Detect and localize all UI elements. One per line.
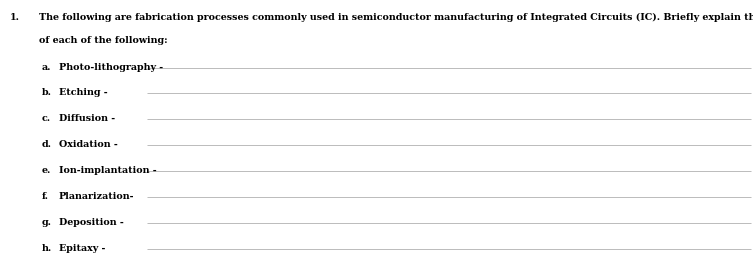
Text: e.: e. (41, 166, 50, 175)
Text: d.: d. (41, 140, 51, 149)
Text: of each of the following:: of each of the following: (39, 36, 168, 45)
Text: Planarization-: Planarization- (59, 192, 134, 201)
Text: Oxidation -: Oxidation - (59, 140, 117, 149)
Text: Deposition -: Deposition - (59, 218, 123, 227)
Text: Etching -: Etching - (59, 88, 108, 97)
Text: f.: f. (41, 192, 48, 201)
Text: Epitaxy -: Epitaxy - (59, 244, 105, 252)
Text: Diffusion -: Diffusion - (59, 114, 115, 123)
Text: Ion-implantation -: Ion-implantation - (59, 166, 157, 175)
Text: c.: c. (41, 114, 50, 123)
Text: 1.: 1. (10, 13, 20, 21)
Text: h.: h. (41, 244, 52, 252)
Text: b.: b. (41, 88, 51, 97)
Text: a.: a. (41, 63, 51, 71)
Text: Photo-lithography -: Photo-lithography - (59, 63, 163, 71)
Text: g.: g. (41, 218, 51, 227)
Text: The following are fabrication processes commonly used in semiconductor manufactu: The following are fabrication processes … (39, 13, 753, 22)
